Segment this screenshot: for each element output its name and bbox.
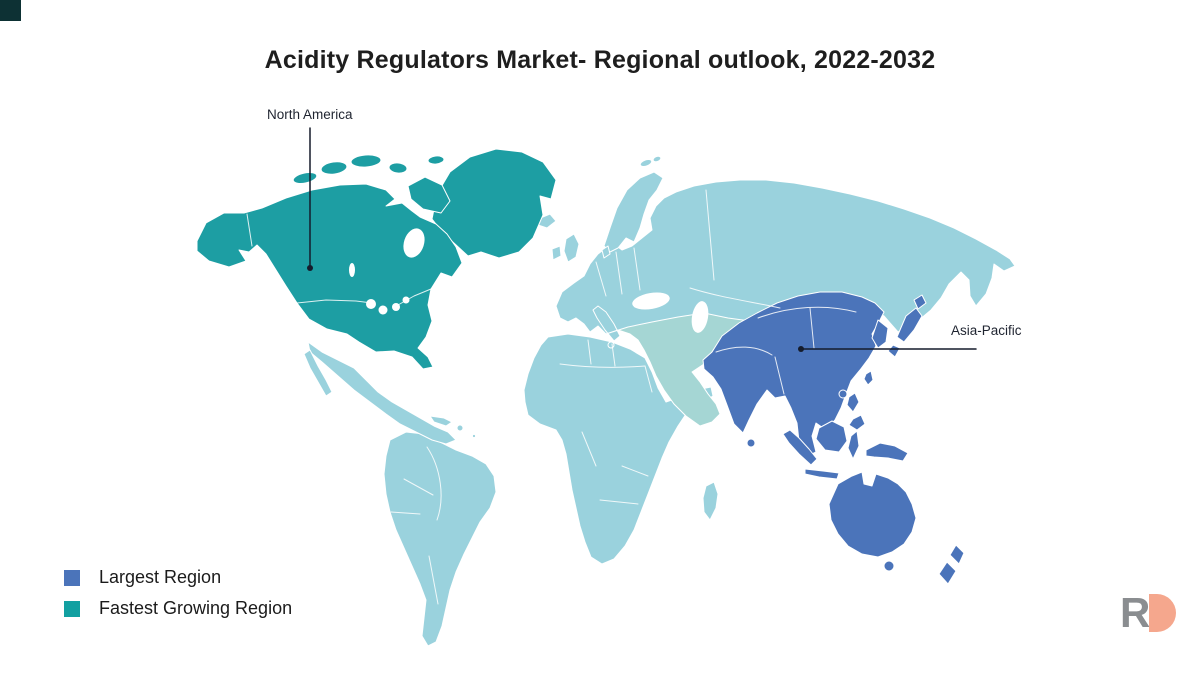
region-philippines-mindanao bbox=[848, 414, 866, 431]
legend-label-fastest: Fastest Growing Region bbox=[99, 598, 293, 618]
region-cuba bbox=[429, 415, 453, 427]
legend-item-largest: Largest Region bbox=[64, 562, 292, 593]
region-arctic-island-1 bbox=[292, 172, 318, 184]
region-great-britain bbox=[563, 233, 580, 263]
region-taiwan bbox=[863, 370, 874, 386]
region-new-zealand-north bbox=[949, 544, 965, 565]
region-japan-honshu bbox=[896, 307, 923, 343]
region-madagascar bbox=[702, 481, 719, 521]
callout-dot-north-america bbox=[307, 265, 313, 271]
region-arctic-island-5 bbox=[427, 155, 445, 165]
region-hainan bbox=[838, 389, 848, 399]
region-sulawesi bbox=[847, 430, 860, 460]
great-lake-2 bbox=[378, 305, 388, 315]
region-middle-east bbox=[605, 312, 751, 427]
logo-letter: R bbox=[1120, 589, 1150, 636]
region-philippines-luzon bbox=[846, 392, 860, 413]
region-japan-kyushu bbox=[887, 344, 901, 358]
region-svalbard bbox=[639, 159, 653, 167]
logo-accent-shape bbox=[1149, 594, 1177, 632]
region-scandinavia bbox=[603, 171, 664, 253]
legend-label-largest: Largest Region bbox=[99, 567, 222, 587]
page-title: Acidity Regulators Market- Regional outl… bbox=[264, 46, 936, 74]
region-baja bbox=[303, 349, 333, 397]
brand-logo: R bbox=[1120, 591, 1186, 635]
region-borneo bbox=[815, 420, 848, 453]
region-ireland bbox=[551, 245, 562, 261]
region-south-america bbox=[383, 431, 497, 647]
region-svalbard-2 bbox=[652, 155, 662, 163]
region-tasmania bbox=[883, 560, 895, 572]
region-arctic-island-2 bbox=[320, 161, 348, 175]
label-north-america: North America bbox=[267, 107, 353, 122]
region-sicily bbox=[607, 341, 615, 349]
region-arctic-island-4 bbox=[388, 162, 408, 174]
region-greenland bbox=[431, 148, 557, 259]
region-sumatra bbox=[782, 429, 818, 466]
region-new-guinea bbox=[865, 442, 909, 462]
region-sri-lanka bbox=[746, 438, 756, 448]
caspian-sea bbox=[691, 301, 709, 333]
callouts bbox=[307, 127, 977, 352]
legend-swatch-largest bbox=[64, 569, 80, 586]
hudson-bay bbox=[403, 228, 425, 258]
region-australia bbox=[828, 471, 917, 558]
region-denmark bbox=[601, 245, 611, 259]
great-lake-1 bbox=[366, 299, 376, 309]
region-new-zealand-south bbox=[938, 561, 957, 585]
black-sea bbox=[632, 292, 670, 310]
region-arctic-island-3 bbox=[350, 154, 382, 168]
region-korea bbox=[871, 319, 889, 349]
country-borders bbox=[246, 189, 857, 605]
lake-winnipeg bbox=[349, 263, 355, 277]
region-antilles bbox=[471, 433, 477, 439]
callout-dot-asia-pacific bbox=[798, 346, 804, 352]
region-africa bbox=[523, 333, 714, 565]
legend: Largest Region Fastest Growing Region bbox=[64, 562, 292, 624]
region-japan-hokkaido bbox=[913, 294, 927, 310]
label-asia-pacific: Asia-Pacific bbox=[951, 323, 1022, 338]
region-baffin-island bbox=[407, 176, 451, 214]
region-mexico-central-america bbox=[307, 341, 457, 445]
legend-swatch-fastest bbox=[64, 600, 80, 617]
region-italy bbox=[592, 305, 621, 342]
corner-accent-square bbox=[0, 0, 21, 21]
region-north-america-mainland bbox=[196, 183, 463, 370]
legend-item-fastest: Fastest Growing Region bbox=[64, 593, 292, 624]
region-java bbox=[804, 468, 840, 480]
region-hispaniola bbox=[456, 424, 464, 432]
